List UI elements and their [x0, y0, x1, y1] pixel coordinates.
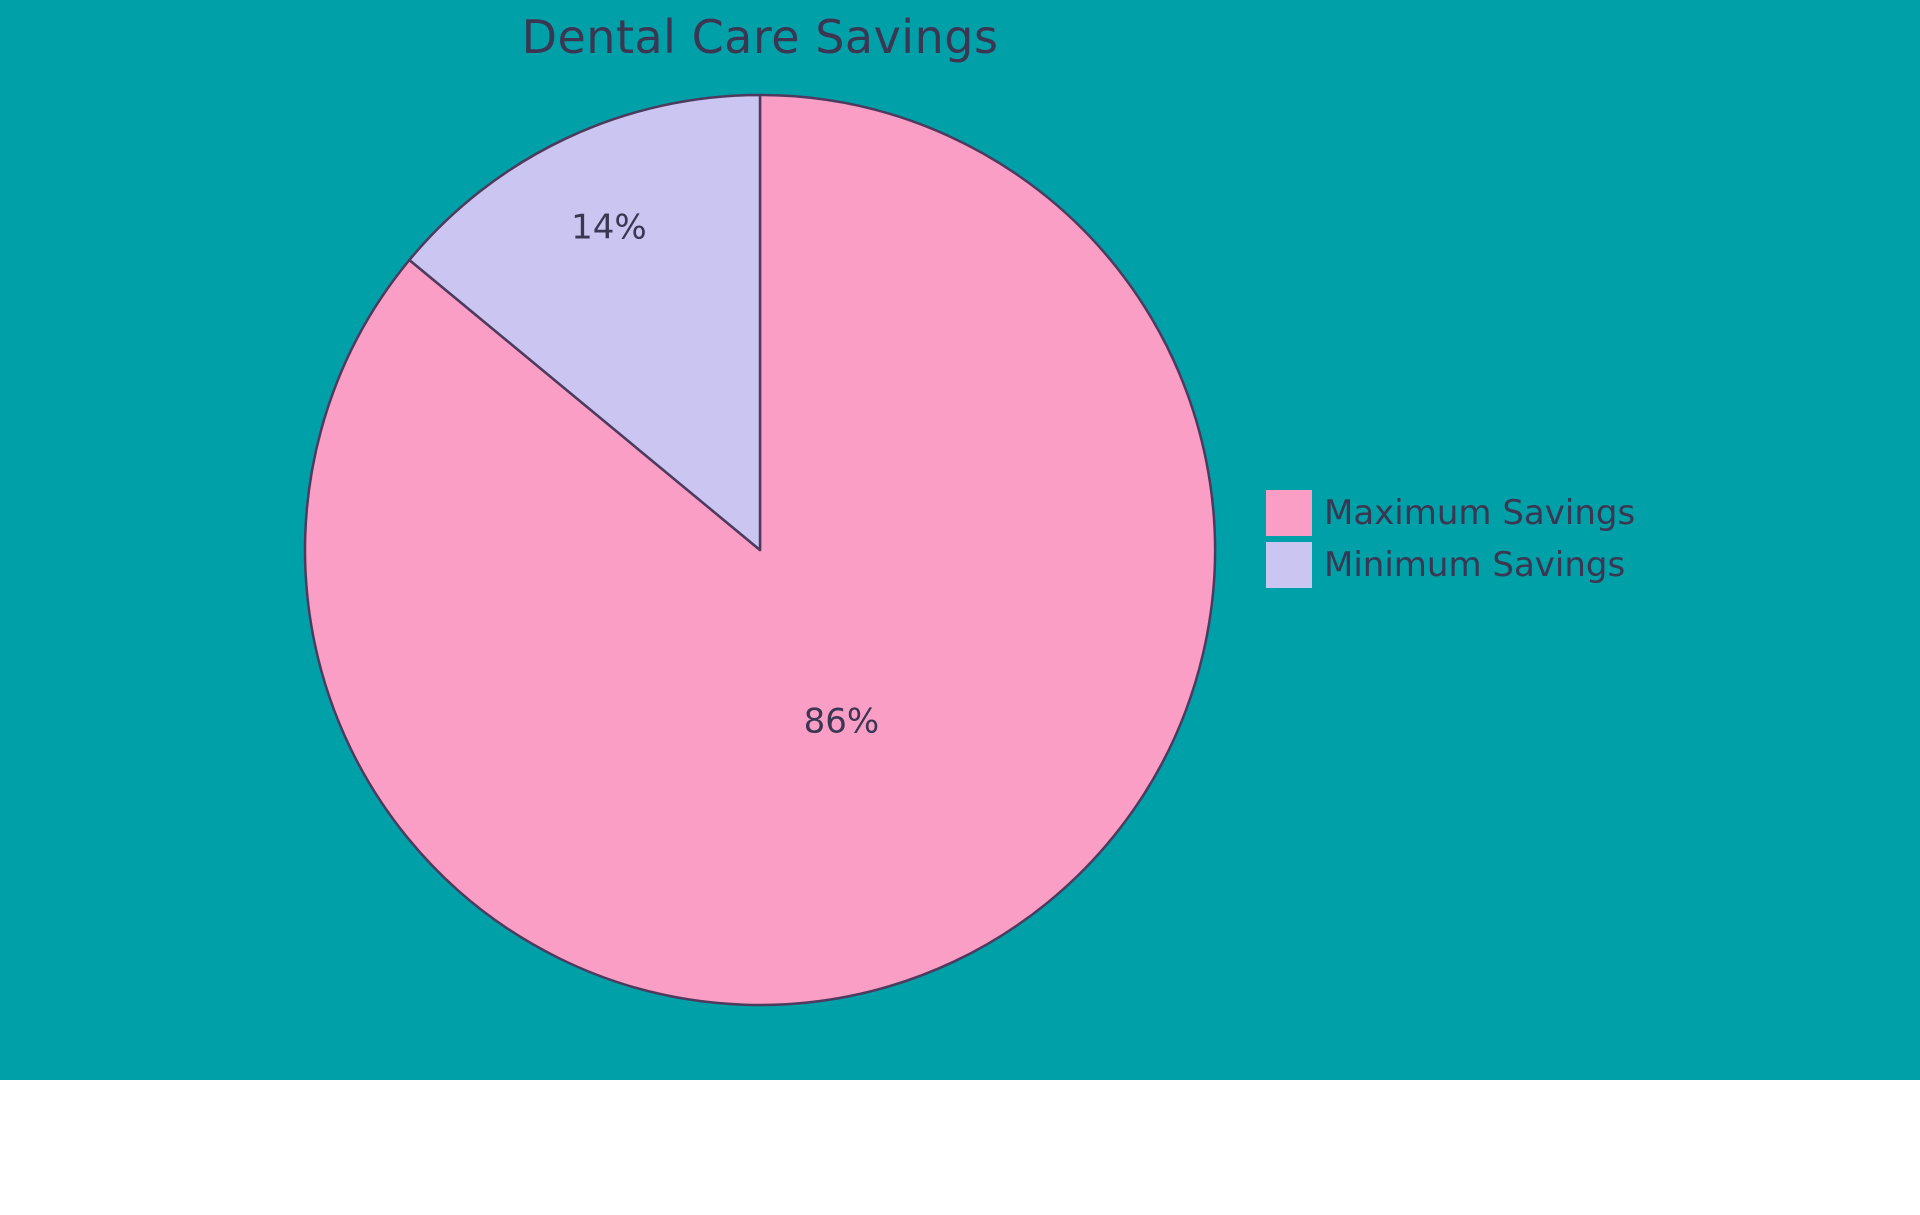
legend-item-minimum-savings[interactable]: Minimum Savings: [1266, 542, 1635, 588]
slice-label-maximum-savings: 86%: [804, 701, 880, 741]
pie-slice-minimum-savings[interactable]: [408, 93, 762, 552]
legend-label-maximum-savings: Maximum Savings: [1324, 493, 1636, 533]
chart-title: Dental Care Savings: [521, 10, 999, 64]
legend-label-minimum-savings: Minimum Savings: [1324, 545, 1626, 585]
legend-swatch-maximum-savings: [1266, 490, 1312, 536]
slice-label-minimum-savings: 14%: [571, 207, 647, 247]
legend-item-maximum-savings[interactable]: Maximum Savings: [1266, 490, 1635, 536]
legend: Maximum Savings Minimum Savings: [1266, 490, 1635, 588]
bottom-whitespace: [0, 1080, 1920, 1215]
pie-chart: 86% 14%: [303, 93, 1217, 1007]
chart-area: 86% 14% Dental Care Savings Maximum Savin…: [0, 0, 1920, 1080]
legend-swatch-minimum-savings: [1266, 542, 1312, 588]
